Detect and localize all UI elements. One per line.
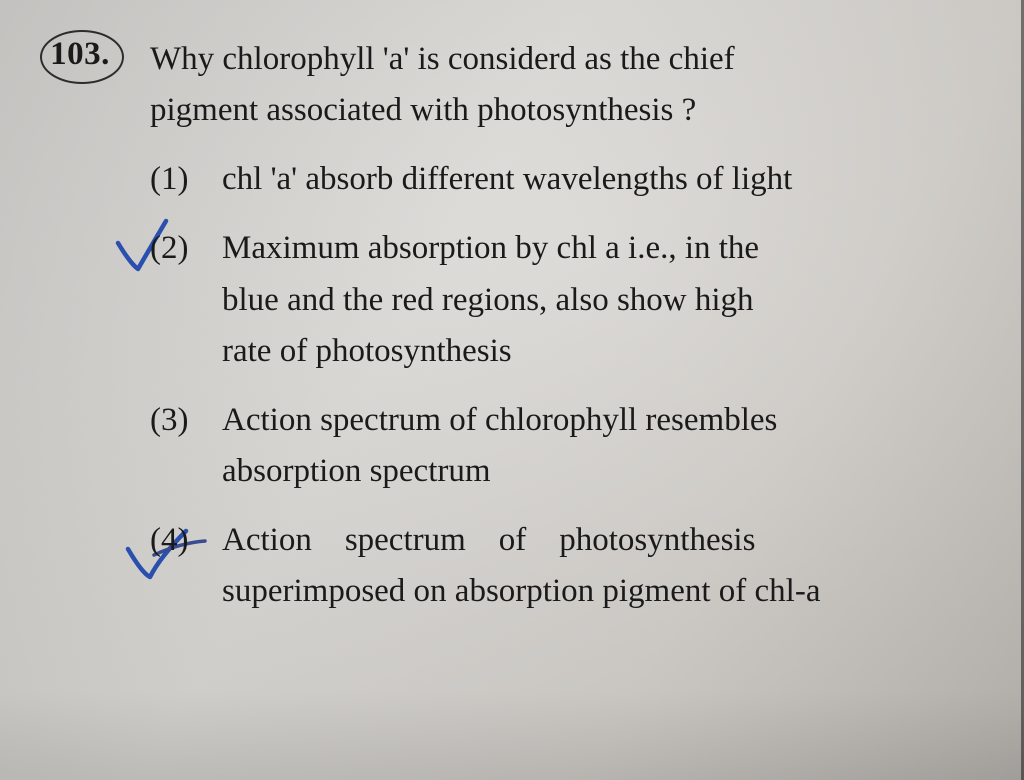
option-text-line-2: superimposed on absorption pigment of ch… xyxy=(222,573,820,609)
stem-line-1: Why chlorophyll 'a' is considerd as the … xyxy=(150,41,735,77)
option-number: (2) xyxy=(150,223,212,274)
question-number-badge: 103. xyxy=(34,28,126,84)
options-list: (1) chl 'a' absorb different wavelengths… xyxy=(150,154,976,617)
option-number: (3) xyxy=(150,395,212,446)
option-text-line-1: Action spectrum of chlorophyll resembles xyxy=(222,402,777,438)
question-number: 103. xyxy=(50,36,110,72)
option-4: (4) Action spectrum of photosynthesis su… xyxy=(150,515,976,617)
question-stem: Why chlorophyll 'a' is considerd as the … xyxy=(150,34,976,136)
option-number: (4) xyxy=(150,515,212,566)
option-2: (2) Maximum absorption by chl a i.e., in… xyxy=(150,223,976,376)
option-1: (1) chl 'a' absorb different wavelengths… xyxy=(150,154,976,205)
page: 103. Why chlorophyll 'a' is considerd as… xyxy=(0,0,1024,780)
option-text: chl 'a' absorb different wavelengths of … xyxy=(222,161,792,197)
option-text-line-2: blue and the red regions, also show high xyxy=(222,282,754,318)
option-3: (3) Action spectrum of chlorophyll resem… xyxy=(150,395,976,497)
stem-line-2: pigment associated with photosynthesis ? xyxy=(150,92,696,128)
option-text-line-3: rate of photosynthesis xyxy=(222,333,512,369)
option-text-line-2: absorption spectrum xyxy=(222,453,491,489)
question-block: 103. Why chlorophyll 'a' is considerd as… xyxy=(42,34,976,617)
option-text-line-1: Maximum absorption by chl a i.e., in the xyxy=(222,230,759,266)
option-text-line-1: Action spectrum of photosynthesis xyxy=(222,515,976,566)
option-number: (1) xyxy=(150,154,212,205)
